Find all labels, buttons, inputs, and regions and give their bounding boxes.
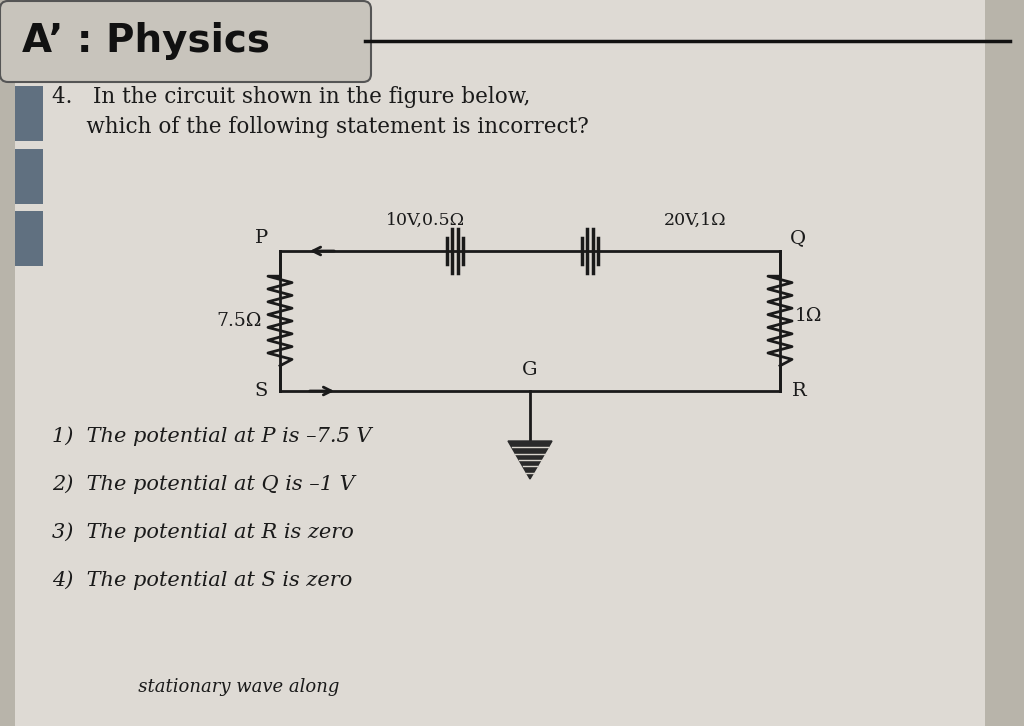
- Text: 1Ω: 1Ω: [795, 307, 822, 325]
- Text: 4)  The potential at S is zero: 4) The potential at S is zero: [52, 570, 352, 590]
- Text: 10V,0.5Ω: 10V,0.5Ω: [385, 212, 465, 229]
- Text: which of the following statement is incorrect?: which of the following statement is inco…: [52, 116, 589, 138]
- Text: 4.   In the circuit shown in the figure below,: 4. In the circuit shown in the figure be…: [52, 86, 530, 108]
- Text: 1)  The potential at P is –7.5 V: 1) The potential at P is –7.5 V: [52, 426, 372, 446]
- Text: R: R: [792, 382, 807, 400]
- Text: G: G: [522, 361, 538, 379]
- Text: 2)  The potential at Q is –1 V: 2) The potential at Q is –1 V: [52, 474, 354, 494]
- Bar: [15, 211, 43, 266]
- Text: 3)  The potential at R is zero: 3) The potential at R is zero: [52, 522, 354, 542]
- Text: Q: Q: [790, 229, 806, 247]
- Text: 20V,1Ω: 20V,1Ω: [664, 212, 726, 229]
- Text: P: P: [255, 229, 268, 247]
- Polygon shape: [508, 441, 552, 479]
- Text: stationary wave along: stationary wave along: [52, 678, 339, 696]
- Text: A’ : Physics: A’ : Physics: [22, 23, 270, 60]
- FancyBboxPatch shape: [0, 1, 371, 82]
- Bar: [15, 149, 43, 204]
- Bar: [15, 86, 43, 141]
- Text: 7.5Ω: 7.5Ω: [217, 312, 262, 330]
- Text: S: S: [255, 382, 268, 400]
